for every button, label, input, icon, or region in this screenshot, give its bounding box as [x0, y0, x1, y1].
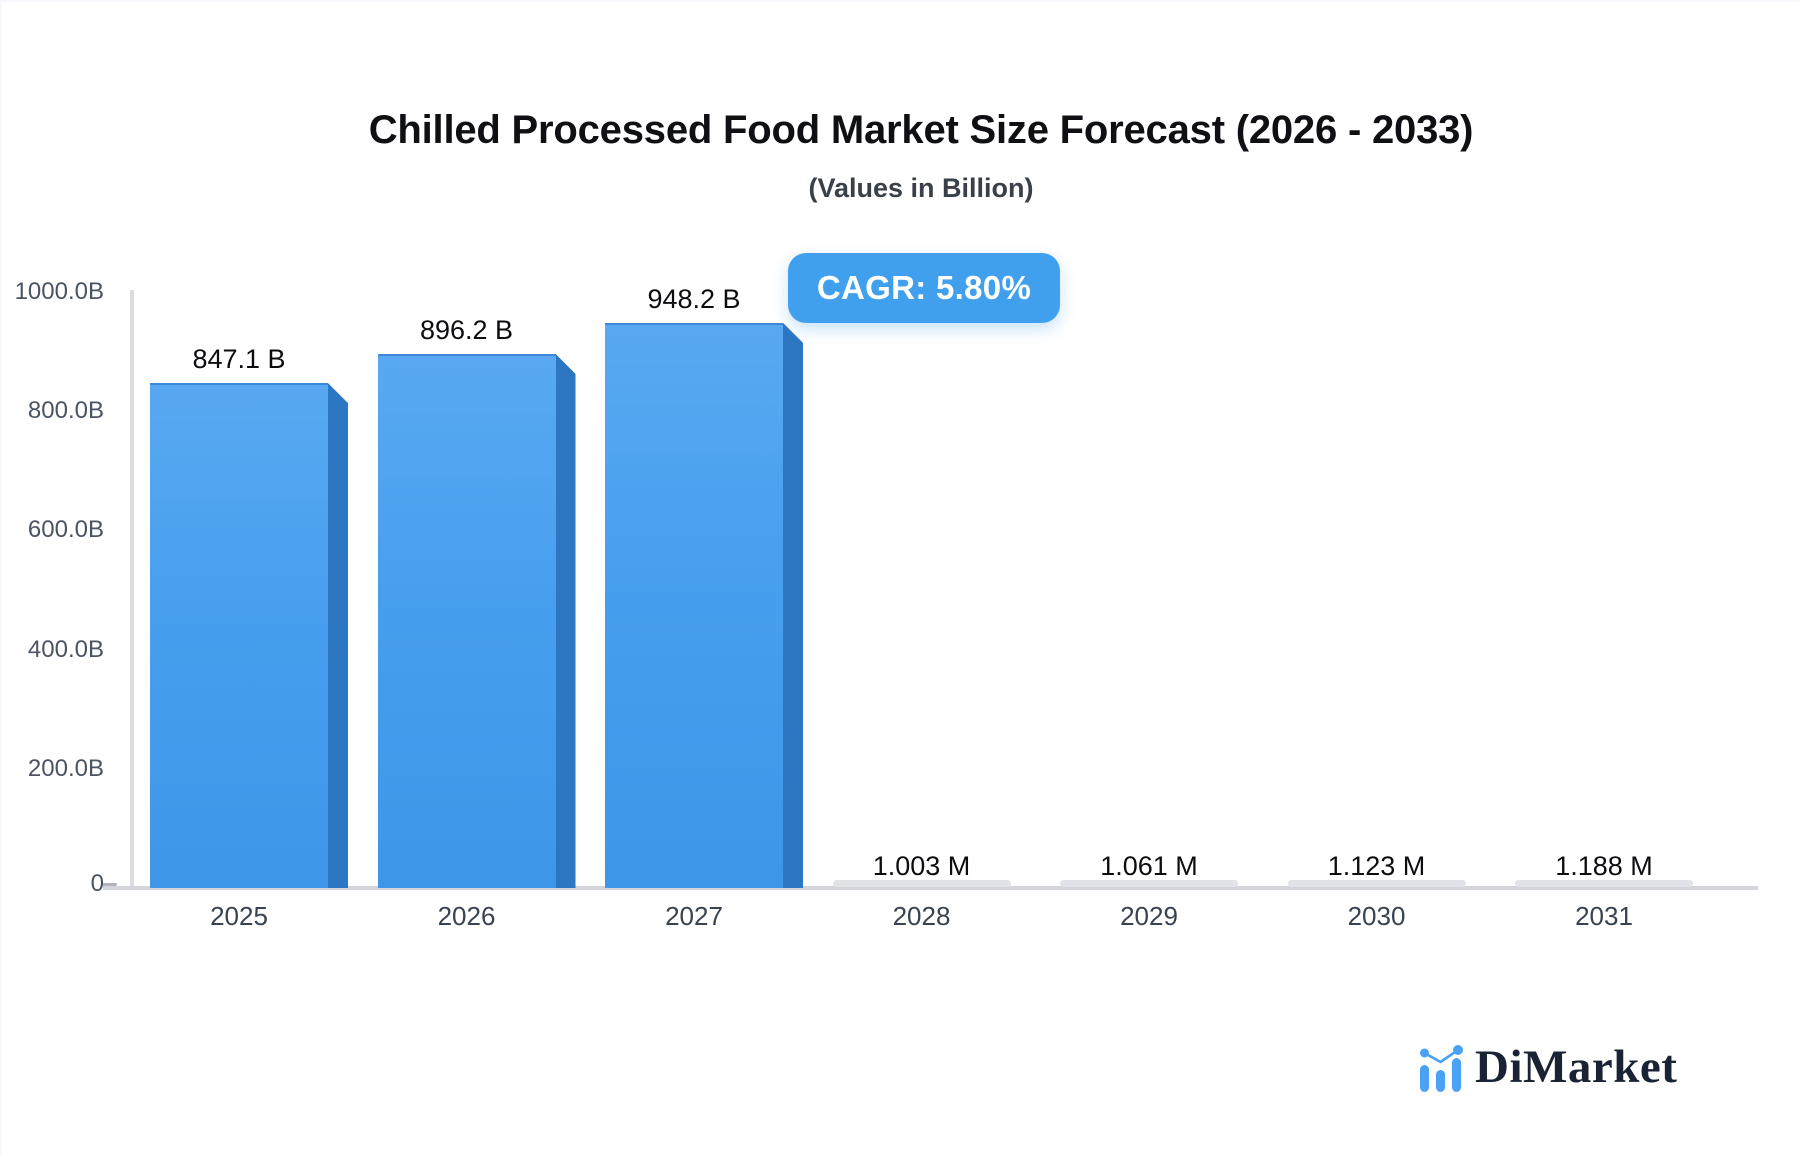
brand-name: DiMarket [1475, 1041, 1678, 1093]
value-label-2028: 1.003 M [872, 851, 971, 881]
cagr-badge: CAGR: 5.80% [788, 253, 1060, 323]
chart-title: Chilled Processed Food Market Size Forec… [368, 108, 1474, 152]
mini-bar-chart-logo-icon [1420, 1045, 1463, 1092]
y-axis-tick-label: 0 [90, 870, 104, 897]
bar-2026 [377, 353, 556, 888]
bar-2031 [1515, 880, 1693, 887]
bar-2027 [605, 322, 783, 888]
value-label-2025: 847.1 B [192, 344, 286, 375]
x-axis-label-2026: 2026 [437, 901, 496, 931]
y-axis-tick-label: 600.0B [27, 516, 104, 544]
x-axis-baseline [103, 886, 1758, 890]
bar-2025-side-face [328, 383, 348, 888]
bar-2026-side-face [555, 353, 576, 888]
value-label-2031: 1.188 M [1555, 851, 1653, 881]
y-axis-tick-label: 400.0B [27, 635, 104, 663]
y-axis-tick-label: 1000.0B [14, 278, 104, 305]
value-label-2027: 948.2 B [647, 283, 741, 314]
y-axis-tick-label: 800.0B [27, 397, 104, 425]
x-axis-label-2025: 2025 [210, 901, 268, 931]
x-axis-label-2030: 2030 [1347, 901, 1406, 931]
x-axis-label-2031: 2031 [1575, 901, 1633, 931]
chart-subtitle: (Values in Billion) [808, 173, 1034, 203]
bar-2027-side-face [783, 322, 803, 888]
x-axis-label-2029: 2029 [1120, 901, 1178, 931]
page-edge-left [0, 0, 2, 1156]
x-axis-label-2028: 2028 [892, 901, 951, 931]
zero-tick-mark [101, 883, 117, 886]
page-edge-top [0, 0, 1800, 2]
bar-2029 [1060, 880, 1238, 887]
y-axis-line [130, 290, 134, 888]
value-label-2030: 1.123 M [1327, 851, 1426, 881]
brand-logo: DiMarket [1418, 1040, 1677, 1092]
bar-2028 [832, 880, 1011, 887]
x-axis-label-2027: 2027 [665, 901, 723, 931]
bar-2025 [150, 383, 328, 888]
bar-2030 [1287, 880, 1466, 887]
y-axis-tick-label: 200.0B [27, 754, 104, 782]
value-label-2029: 1.061 M [1100, 851, 1198, 881]
value-label-2026: 896.2 B [419, 314, 514, 345]
